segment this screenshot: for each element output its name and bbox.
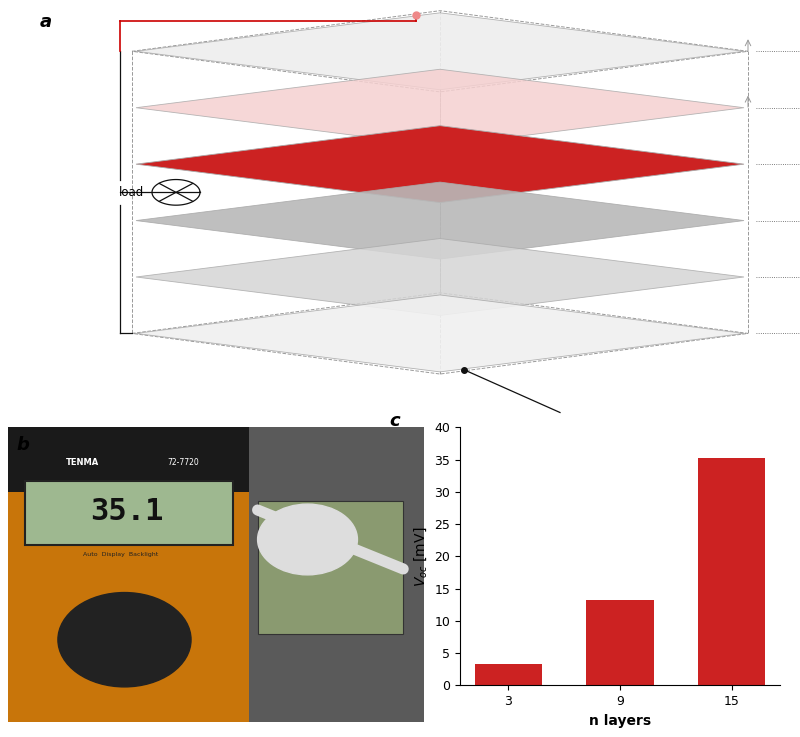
Y-axis label: $V_{oc}$ [mV]: $V_{oc}$ [mV] <box>412 526 429 587</box>
Text: load: load <box>118 186 144 199</box>
Bar <box>25 481 233 545</box>
Text: 72-7720: 72-7720 <box>167 458 198 467</box>
Text: 35.1: 35.1 <box>90 497 163 526</box>
Text: TENMA: TENMA <box>66 458 99 467</box>
Polygon shape <box>136 69 744 146</box>
X-axis label: n layers: n layers <box>589 713 651 727</box>
Bar <box>8 427 250 722</box>
Polygon shape <box>136 126 744 203</box>
Text: c: c <box>390 412 400 430</box>
Polygon shape <box>136 239 744 315</box>
Text: b: b <box>16 436 29 454</box>
Polygon shape <box>136 182 744 259</box>
Polygon shape <box>136 295 744 372</box>
Bar <box>698 458 766 685</box>
Bar <box>586 600 654 685</box>
Bar <box>474 664 542 685</box>
Circle shape <box>258 504 358 575</box>
Circle shape <box>58 593 191 687</box>
Polygon shape <box>136 13 744 90</box>
Text: Auto  Display  Backlight: Auto Display Backlight <box>82 552 158 556</box>
Bar <box>8 427 250 492</box>
Text: a: a <box>40 13 52 31</box>
Bar <box>258 501 403 634</box>
